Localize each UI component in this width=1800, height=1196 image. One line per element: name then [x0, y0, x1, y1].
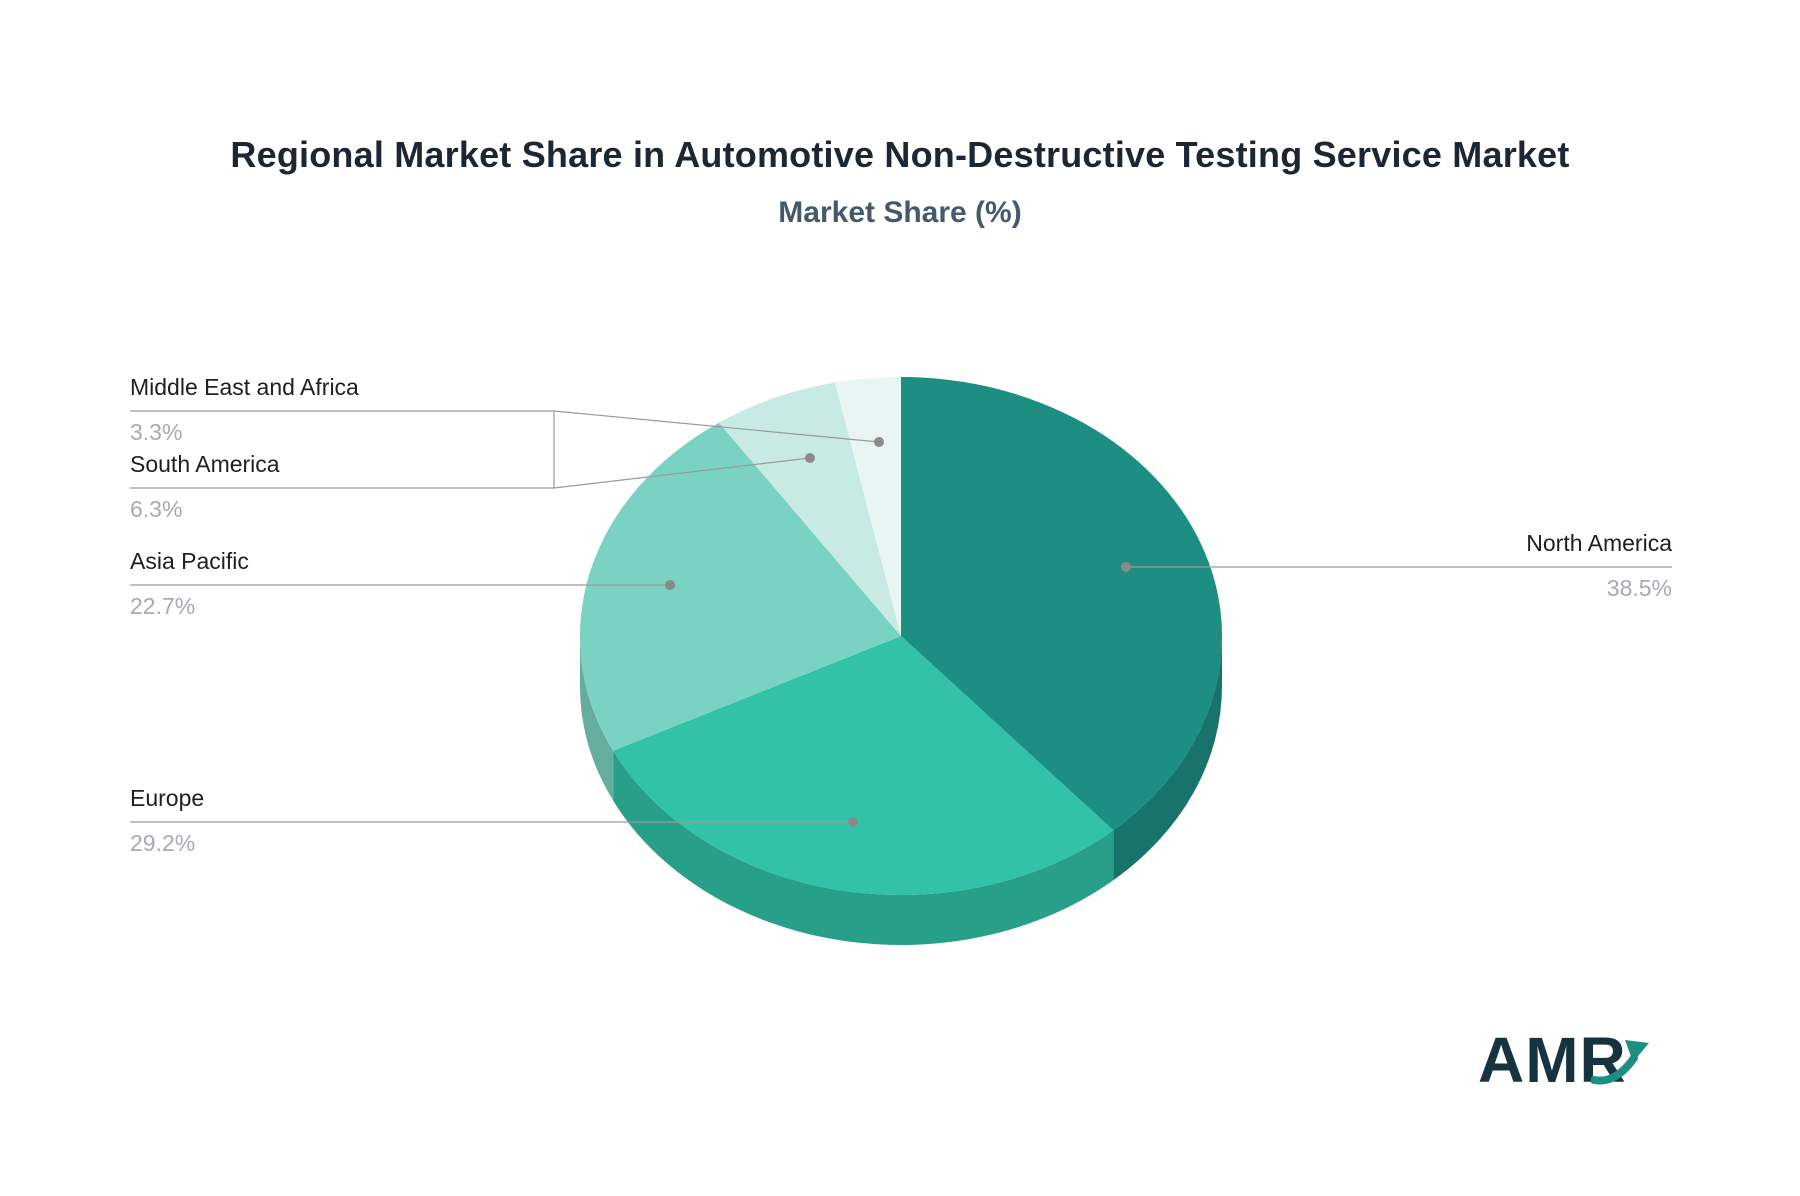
- chart-subtitle: Market Share (%): [778, 196, 1022, 229]
- amr-logo: AMR: [1478, 1028, 1651, 1092]
- pie-slice-4: [834, 377, 901, 636]
- label-europe-percent: 29.2%: [130, 830, 196, 856]
- pie-slice-side: [613, 750, 1114, 945]
- label-south-america-percent: 6.3%: [130, 496, 183, 522]
- label-north-america-percent: 38.5%: [1606, 575, 1672, 601]
- pie-slice-1: [613, 636, 1114, 895]
- label-europe-name: Europe: [130, 785, 205, 811]
- logo-arrow-icon: [1590, 1040, 1649, 1085]
- pie-slice-side: [1113, 636, 1222, 881]
- leader-dot: [874, 437, 884, 447]
- leader-dot: [1121, 562, 1131, 572]
- label-asia-pacific-name: Asia Pacific: [130, 548, 249, 574]
- pie-slice-2: [580, 422, 901, 751]
- label-north-america-name: North America: [1526, 530, 1672, 556]
- leader-line: [553, 457, 811, 489]
- pie-slice-3: [718, 382, 901, 636]
- leader-dot: [848, 817, 858, 827]
- label-middle-east-africa-name: Middle East and Africa: [130, 374, 359, 400]
- pie-slice-0: [901, 377, 1222, 831]
- leader-dot: [665, 580, 675, 590]
- label-asia-pacific-percent: 22.7%: [130, 593, 196, 619]
- label-south-america-name: South America: [130, 451, 280, 477]
- pie-slice-side: [580, 636, 614, 801]
- leader-dot: [805, 453, 815, 463]
- chart-title: Regional Market Share in Automotive Non-…: [230, 134, 1570, 175]
- leader-line: [553, 410, 880, 443]
- label-middle-east-africa-percent: 3.3%: [130, 419, 183, 445]
